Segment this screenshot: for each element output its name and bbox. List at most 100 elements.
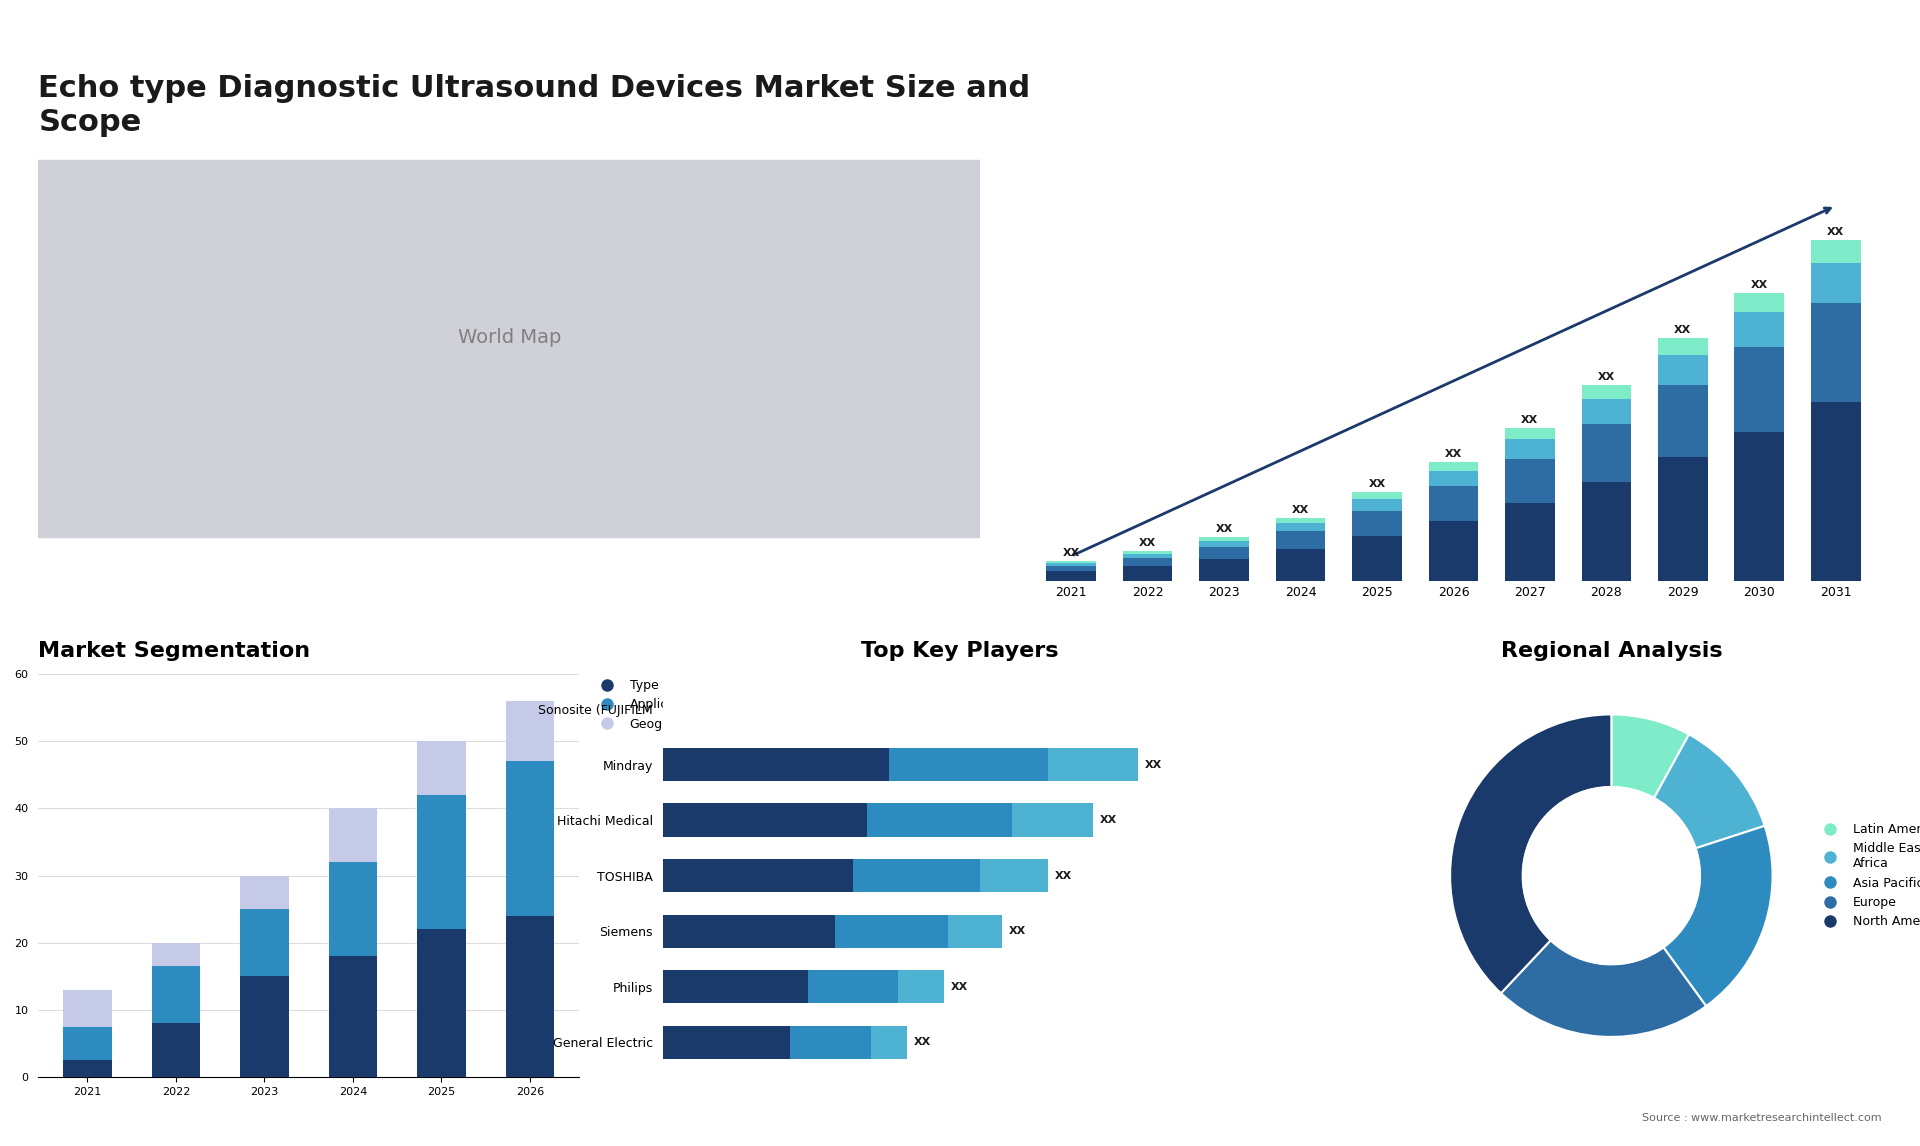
Bar: [1428, 471, 1478, 487]
Bar: [1200, 537, 1248, 541]
Text: XX: XX: [1215, 524, 1233, 534]
Bar: [1734, 292, 1784, 313]
Wedge shape: [1663, 826, 1772, 1006]
Text: XX: XX: [914, 1037, 931, 1047]
Bar: [38, 159, 981, 536]
Text: Source : www.marketresearchintellect.com: Source : www.marketresearchintellect.com: [1642, 1113, 1882, 1123]
Bar: [889, 748, 1048, 782]
Bar: [1811, 240, 1860, 262]
Bar: [662, 860, 852, 893]
Bar: [1275, 524, 1325, 532]
Bar: [1046, 563, 1096, 566]
Bar: [1046, 566, 1096, 571]
Bar: [1428, 521, 1478, 581]
Text: MARKET: MARKET: [1699, 50, 1753, 60]
Wedge shape: [1653, 735, 1764, 848]
Bar: [1200, 559, 1248, 581]
Text: Echo type Diagnostic Ultrasound Devices Market Size and
Scope: Echo type Diagnostic Ultrasound Devices …: [38, 74, 1031, 138]
Text: XX: XX: [1597, 372, 1615, 382]
Bar: [505, 701, 555, 761]
Bar: [1123, 566, 1173, 581]
Bar: [328, 862, 378, 956]
Bar: [1012, 803, 1092, 837]
Bar: [417, 795, 467, 929]
Text: XX: XX: [1674, 325, 1692, 336]
Bar: [1734, 347, 1784, 432]
Text: XX: XX: [950, 982, 968, 991]
Bar: [1811, 262, 1860, 303]
Text: Market Segmentation: Market Segmentation: [38, 642, 311, 661]
Text: World Map: World Map: [457, 328, 561, 346]
Bar: [1659, 355, 1707, 385]
Wedge shape: [1611, 714, 1690, 798]
Text: XX: XX: [1521, 415, 1538, 425]
Bar: [505, 761, 555, 916]
Bar: [1811, 303, 1860, 402]
Bar: [63, 1027, 111, 1060]
Bar: [1352, 511, 1402, 536]
Bar: [1505, 439, 1555, 458]
Text: INTELLECT: INTELLECT: [1693, 96, 1759, 105]
Bar: [1046, 562, 1096, 563]
Bar: [948, 915, 1002, 948]
Bar: [240, 876, 288, 909]
Title: Regional Analysis: Regional Analysis: [1501, 642, 1722, 661]
Bar: [1428, 462, 1478, 471]
Bar: [1048, 748, 1139, 782]
Bar: [240, 976, 288, 1077]
Bar: [328, 808, 378, 862]
Bar: [1582, 424, 1632, 481]
Bar: [662, 1026, 789, 1059]
Bar: [1659, 385, 1707, 456]
Bar: [328, 956, 378, 1077]
Bar: [835, 915, 948, 948]
Wedge shape: [1450, 714, 1611, 994]
Bar: [1734, 313, 1784, 347]
Bar: [417, 929, 467, 1077]
Bar: [505, 916, 555, 1077]
Circle shape: [1523, 787, 1699, 965]
Bar: [1275, 549, 1325, 581]
Bar: [1659, 338, 1707, 355]
Bar: [1200, 547, 1248, 559]
Bar: [662, 970, 808, 1004]
Bar: [1352, 493, 1402, 500]
Bar: [1046, 571, 1096, 581]
Text: XX: XX: [1828, 227, 1845, 237]
Bar: [1505, 427, 1555, 439]
Bar: [1582, 385, 1632, 399]
Text: XX: XX: [1062, 548, 1079, 558]
Bar: [1123, 551, 1173, 555]
Bar: [662, 915, 835, 948]
Bar: [1582, 481, 1632, 581]
Text: XX: XX: [1100, 815, 1117, 825]
Text: XX: XX: [1292, 505, 1309, 516]
Bar: [899, 970, 943, 1004]
Text: XX: XX: [1144, 760, 1162, 770]
Wedge shape: [1501, 941, 1707, 1037]
Bar: [152, 1023, 200, 1077]
Bar: [1582, 399, 1632, 424]
Bar: [1659, 456, 1707, 581]
Text: XX: XX: [1054, 871, 1071, 880]
Bar: [1352, 500, 1402, 511]
Legend: Type, Application, Geography: Type, Application, Geography: [589, 674, 705, 736]
Bar: [808, 970, 899, 1004]
Text: XX: XX: [1369, 479, 1386, 489]
Bar: [1734, 432, 1784, 581]
Legend: Latin America, Middle East &
Africa, Asia Pacific, Europe, North America: Latin America, Middle East & Africa, Asi…: [1812, 818, 1920, 933]
Bar: [1275, 518, 1325, 524]
Bar: [662, 748, 889, 782]
Bar: [1123, 555, 1173, 558]
Bar: [866, 803, 1012, 837]
Bar: [63, 1060, 111, 1077]
Bar: [979, 860, 1048, 893]
Bar: [1505, 503, 1555, 581]
Bar: [152, 943, 200, 966]
Text: XX: XX: [1139, 539, 1156, 548]
Bar: [872, 1026, 908, 1059]
Bar: [1505, 458, 1555, 503]
Bar: [1200, 541, 1248, 547]
Bar: [789, 1026, 872, 1059]
Bar: [63, 990, 111, 1027]
